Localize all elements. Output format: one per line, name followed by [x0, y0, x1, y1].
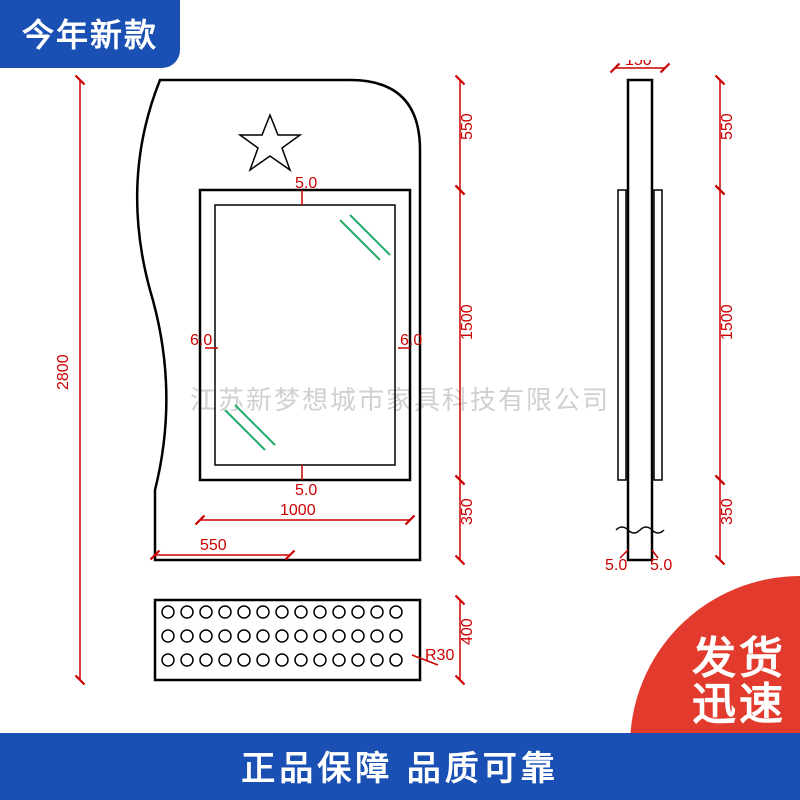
dim-stud-left: 6.0: [190, 332, 212, 349]
dim-gap-h-label: 350: [459, 498, 476, 525]
dim-side-gap-h-label: 350: [719, 498, 736, 525]
base-hole: [333, 654, 345, 666]
base-hole: [352, 606, 364, 618]
base-hole: [314, 606, 326, 618]
front-base-holes: [162, 606, 402, 666]
dim-side-stud-b: 5.0: [650, 557, 672, 574]
base-hole: [219, 654, 231, 666]
side-rail-right: [654, 190, 662, 480]
base-hole: [181, 630, 193, 642]
dim-base-h-label: 400: [459, 618, 476, 645]
base-hole: [162, 654, 174, 666]
base-hole: [295, 606, 307, 618]
dim-frame-bot: 5.0: [295, 482, 317, 499]
base-hole: [200, 630, 212, 642]
base-hole: [390, 606, 402, 618]
base-hole: [162, 606, 174, 618]
base-hole: [200, 654, 212, 666]
dim-top-h-label: 550: [459, 113, 476, 140]
base-hole: [390, 630, 402, 642]
dim-frame-top: 5.0: [295, 175, 317, 192]
badge-top-left: 今年新款: [0, 0, 180, 68]
base-hole: [162, 630, 174, 642]
dim-side-stud-a: 5.0: [605, 557, 627, 574]
base-hole: [238, 606, 250, 618]
dim-panel-h-label: 1500: [459, 304, 476, 340]
side-break: [616, 527, 664, 533]
base-hole: [257, 606, 269, 618]
base-hole: [276, 630, 288, 642]
drawing-canvas: 2800 550 1500 350 400 1000 550 5.0 6.0 6…: [40, 60, 780, 740]
base-hole: [333, 606, 345, 618]
base-hole: [314, 630, 326, 642]
footer-bar: 正品保障 品质可靠: [0, 733, 800, 800]
front-panel-outer: [200, 190, 410, 480]
base-hole: [276, 606, 288, 618]
star-icon: [240, 115, 300, 170]
base-hole: [390, 654, 402, 666]
base-hole: [181, 654, 193, 666]
base-hole: [295, 630, 307, 642]
base-hole: [371, 654, 383, 666]
dim-panel-w-label: 1000: [280, 502, 316, 519]
base-hole: [238, 654, 250, 666]
base-hole: [371, 630, 383, 642]
base-hole: [238, 630, 250, 642]
base-hole: [314, 654, 326, 666]
base-hole: [219, 630, 231, 642]
base-hole: [257, 654, 269, 666]
base-hole: [200, 606, 212, 618]
base-hole: [352, 654, 364, 666]
dim-flag-w-label: 550: [200, 537, 227, 554]
base-hole: [276, 654, 288, 666]
base-hole: [295, 654, 307, 666]
base-hole: [371, 606, 383, 618]
dim-side-top-w-label: 150: [625, 60, 652, 69]
base-hole: [257, 630, 269, 642]
base-hole: [181, 606, 193, 618]
front-flag-outline: [137, 80, 420, 560]
dim-side-panel-h-label: 1500: [719, 304, 736, 340]
dim-stud-right: 6.0: [400, 332, 422, 349]
base-hole: [219, 606, 231, 618]
side-post: [628, 80, 652, 560]
base-hole: [333, 630, 345, 642]
dim-side-top-h-label: 550: [719, 113, 736, 140]
side-rail-left: [618, 190, 626, 480]
dim-overall-h-label: 2800: [55, 354, 72, 390]
base-hole: [352, 630, 364, 642]
